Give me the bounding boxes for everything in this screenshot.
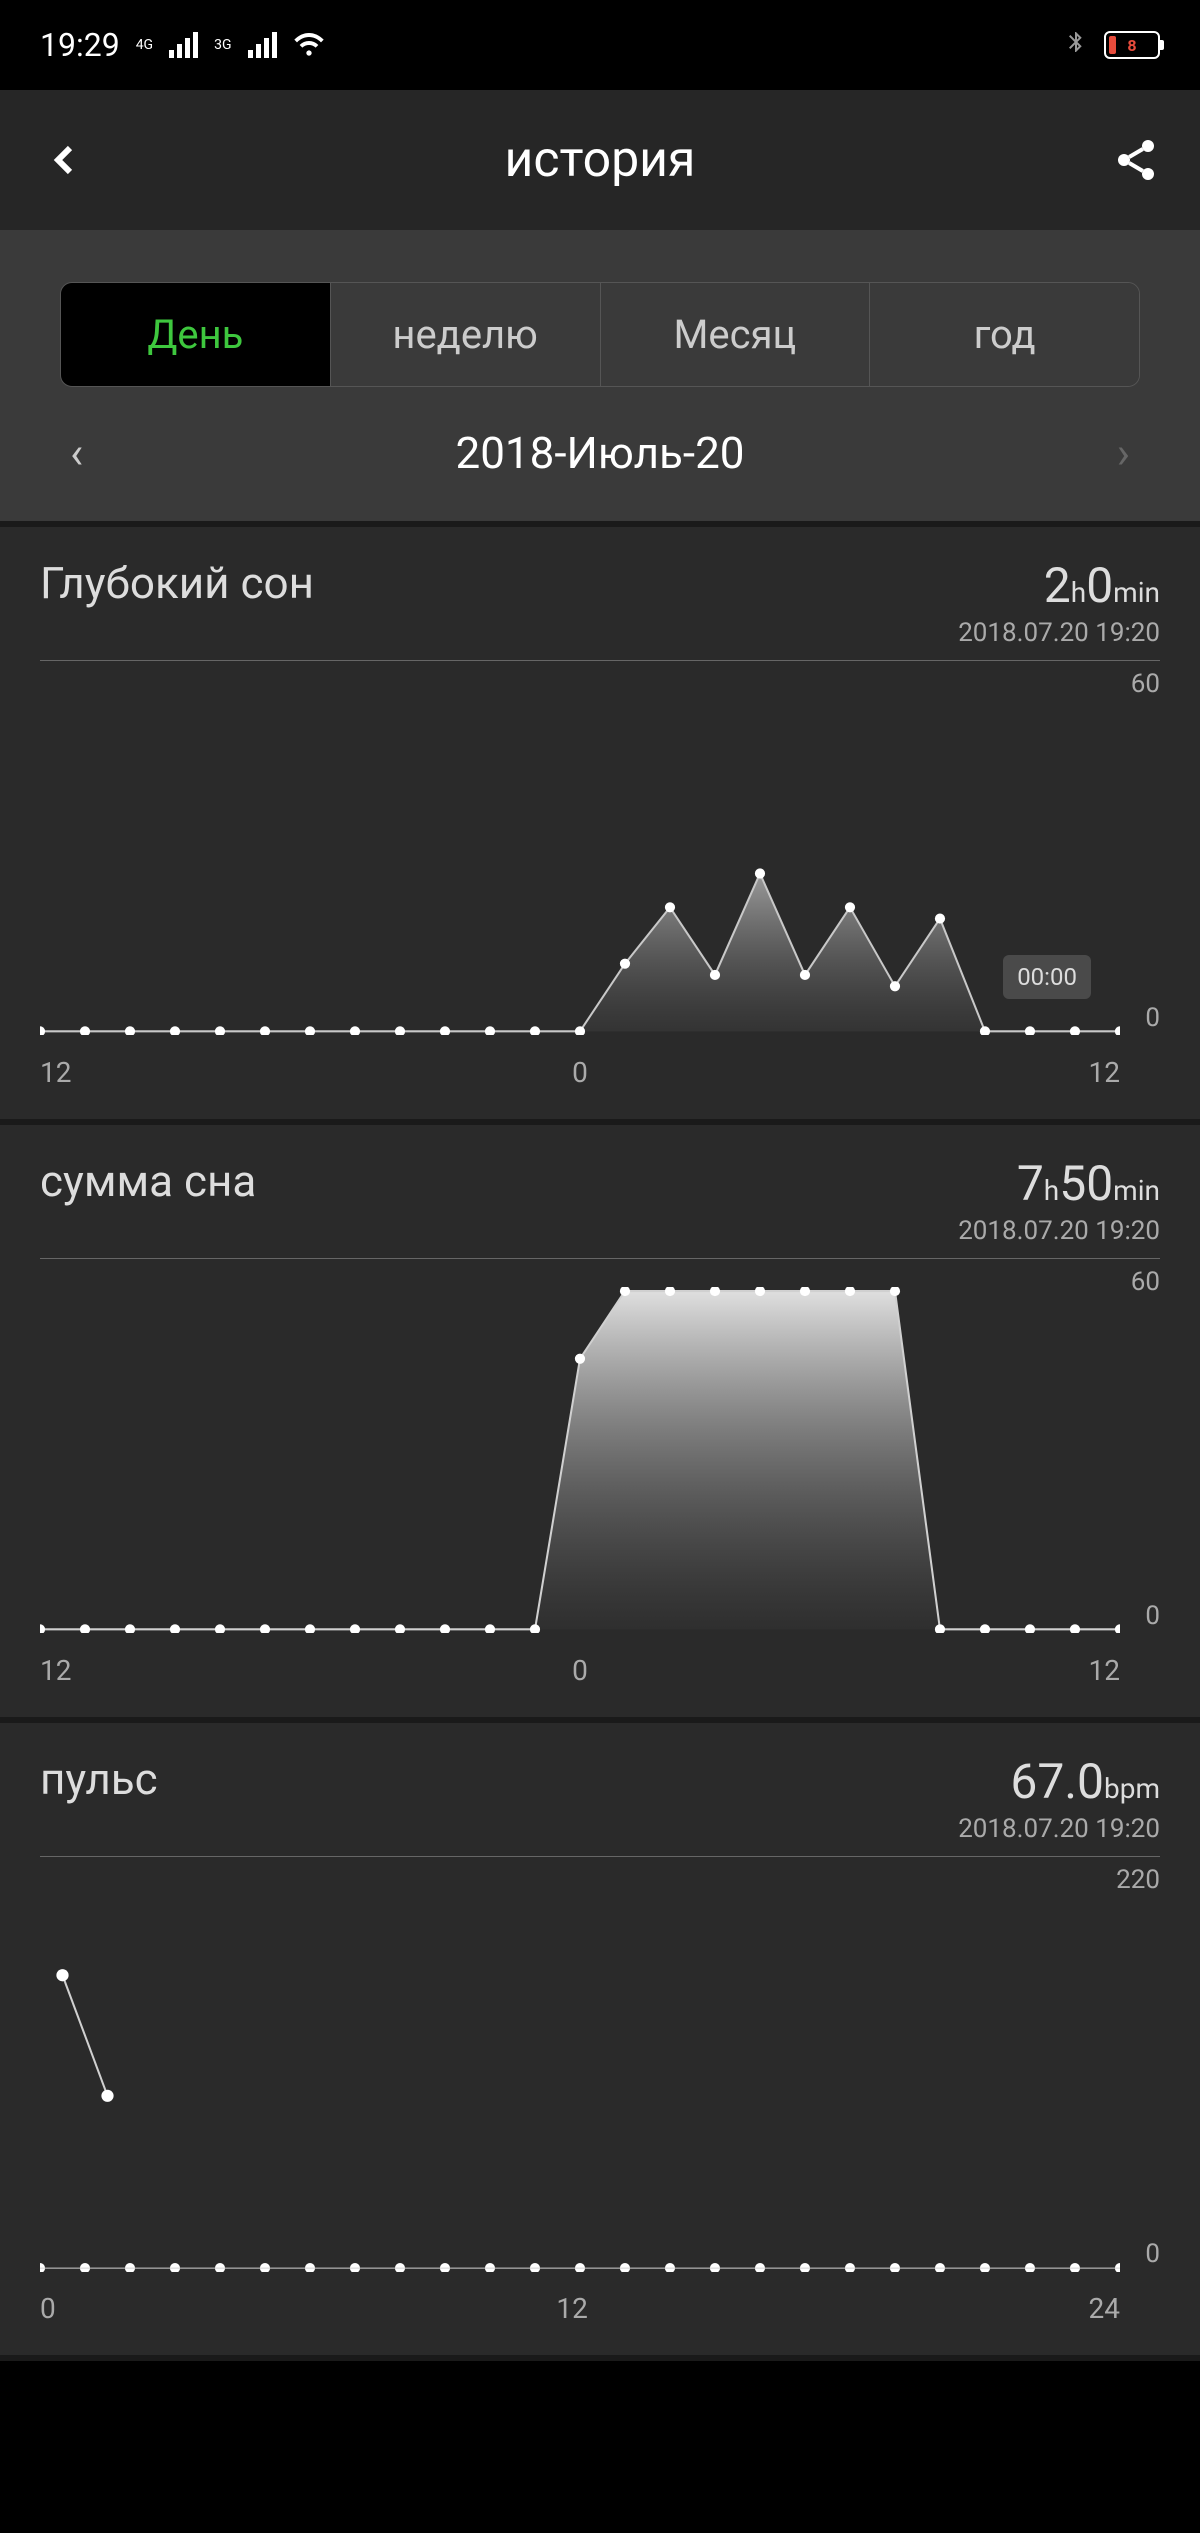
back-icon[interactable] bbox=[40, 136, 88, 184]
chart-title: Глубокий сон bbox=[40, 557, 314, 609]
chart-area[interactable]: 60 0 00:00 12012 bbox=[40, 669, 1160, 1089]
chart-area[interactable]: 60 0 12012 bbox=[40, 1267, 1160, 1687]
chart-svg bbox=[40, 689, 1120, 1035]
x-axis-labels: 12012 bbox=[40, 1056, 1120, 1089]
status-bar: 19:29 4G 3G 8 bbox=[0, 0, 1200, 90]
chart-area[interactable]: 220 0 01224 bbox=[40, 1865, 1160, 2325]
bluetooth-icon bbox=[1064, 26, 1088, 65]
chart-card: пульс 67.0bpm 2018.07.20 19:20 220 0 01224 bbox=[0, 1723, 1200, 2355]
net-4g-label: 4G bbox=[136, 37, 153, 53]
tab-Месяц[interactable]: Месяц bbox=[601, 283, 871, 386]
signal-icon-2 bbox=[248, 32, 277, 58]
y-max-label: 60 bbox=[1131, 1267, 1160, 1297]
current-date: 2018-Июль-20 bbox=[455, 427, 744, 479]
date-navigator: ‹ 2018-Июль-20 › bbox=[0, 407, 1200, 509]
chart-tooltip: 00:00 bbox=[1003, 955, 1091, 999]
app-header: история bbox=[0, 90, 1200, 230]
status-time: 19:29 bbox=[40, 26, 120, 64]
prev-date-icon[interactable]: ‹ bbox=[70, 427, 83, 479]
net-3g-label: 3G bbox=[214, 37, 231, 53]
y-max-label: 60 bbox=[1131, 669, 1160, 699]
chart-title: пульс bbox=[40, 1753, 158, 1805]
tab-год[interactable]: год bbox=[870, 283, 1139, 386]
chart-value: 7h50min bbox=[958, 1155, 1160, 1212]
chart-card: сумма сна 7h50min 2018.07.20 19:20 60 0 12012 bbox=[0, 1125, 1200, 1717]
chart-card: Глубокий сон 2h0min 2018.07.20 19:20 60 0 00:… bbox=[0, 527, 1200, 1119]
battery-pct: 8 bbox=[1127, 36, 1136, 55]
tab-День[interactable]: День bbox=[61, 283, 331, 386]
chart-timestamp: 2018.07.20 19:20 bbox=[958, 1216, 1160, 1246]
tab-неделю[interactable]: неделю bbox=[331, 283, 601, 386]
battery-icon: 8 bbox=[1104, 31, 1160, 59]
y-max-label: 220 bbox=[1116, 1865, 1160, 1895]
page-title: история bbox=[505, 131, 696, 189]
chart-timestamp: 2018.07.20 19:20 bbox=[958, 1814, 1160, 1844]
y-min-label: 0 bbox=[1145, 1003, 1160, 1033]
chart-value: 2h0min bbox=[958, 557, 1160, 614]
chart-svg bbox=[40, 1885, 1120, 2272]
share-icon[interactable] bbox=[1112, 136, 1160, 184]
y-min-label: 0 bbox=[1145, 1601, 1160, 1631]
chart-timestamp: 2018.07.20 19:20 bbox=[958, 618, 1160, 648]
chart-svg bbox=[40, 1287, 1120, 1633]
x-axis-labels: 01224 bbox=[40, 2292, 1120, 2325]
next-date-icon[interactable]: › bbox=[1117, 427, 1130, 479]
period-tabs: ДеньнеделюМесяцгод bbox=[0, 242, 1200, 407]
chart-value: 67.0bpm bbox=[958, 1753, 1160, 1810]
x-axis-labels: 12012 bbox=[40, 1654, 1120, 1687]
chart-title: сумма сна bbox=[40, 1155, 256, 1207]
y-min-label: 0 bbox=[1145, 2239, 1160, 2269]
wifi-icon bbox=[293, 29, 325, 61]
signal-icon-1 bbox=[169, 32, 198, 58]
